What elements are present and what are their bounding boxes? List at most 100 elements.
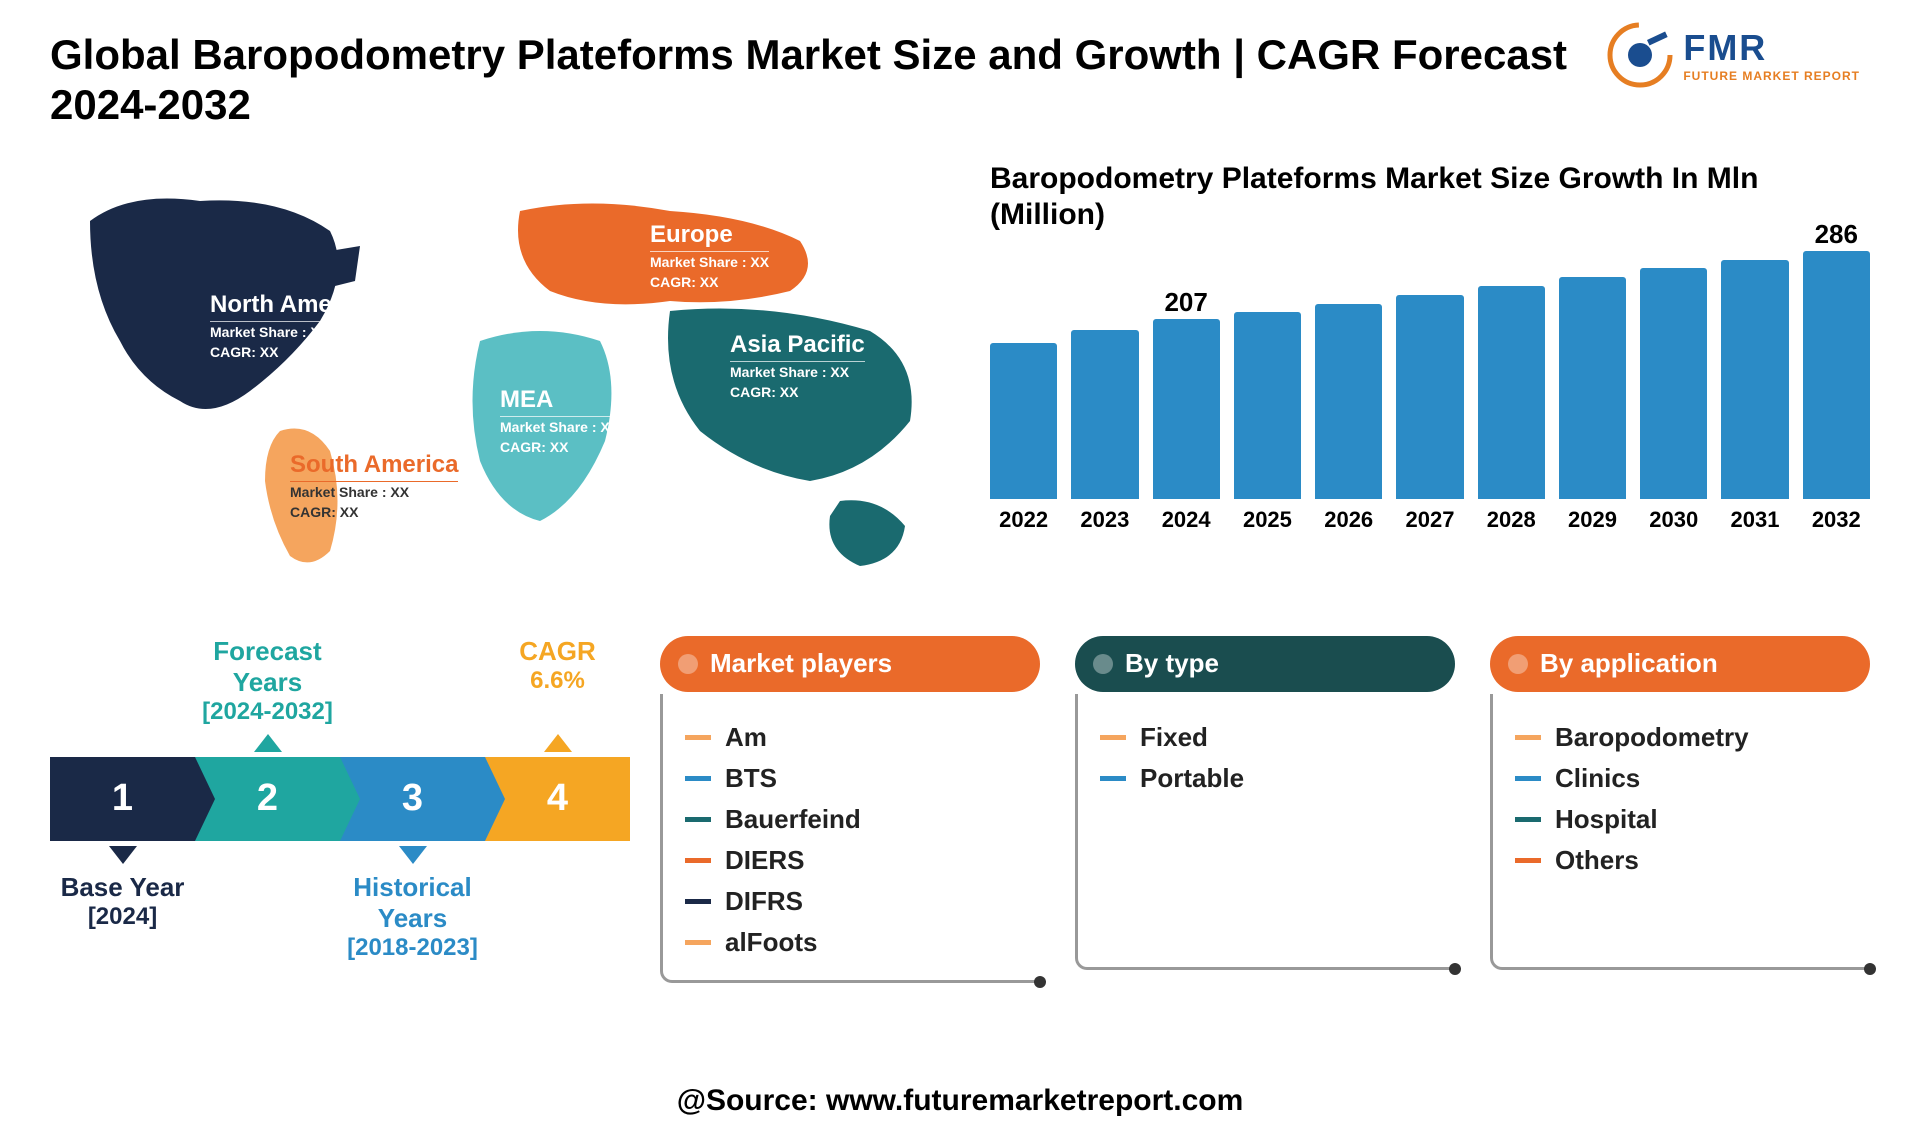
bar-chart-section: Baropodometry Plateforms Market Size Gro… <box>990 161 1870 581</box>
bar-2025: 2025 <box>1234 312 1301 532</box>
item-label: Bauerfeind <box>725 804 861 835</box>
category-list: BaropodometryClinicsHospitalOthers <box>1490 710 1870 970</box>
timeline-seg-2: 2 <box>195 757 340 841</box>
list-item: Am <box>685 722 1032 753</box>
arrow-up-icon <box>254 734 282 752</box>
tl-top-title: Forecast Years <box>198 636 338 698</box>
list-item: Clinics <box>1515 763 1862 794</box>
category-column: By applicationBaropodometryClinicsHospit… <box>1490 636 1870 983</box>
category-title: By type <box>1125 648 1219 679</box>
logo-main: FMR <box>1683 27 1860 69</box>
bar-label: 2032 <box>1812 507 1861 533</box>
dash-icon <box>685 899 711 904</box>
bar-label: 2023 <box>1080 507 1129 533</box>
world-map: North America Market Share : XX CAGR: XX… <box>50 161 950 581</box>
tl-bottom-sub: [2024] <box>53 903 193 931</box>
region-mea: MEA Market Share : XX CAGR: XX <box>500 386 619 455</box>
tl-bottom-sub: [2018-2023] <box>343 934 483 962</box>
bar <box>1315 304 1382 499</box>
bar <box>1721 260 1788 499</box>
categories: Market players Am BTS Bauerfeind DIERS DIFRS a… <box>660 636 1870 983</box>
category-list: Fixed Portable <box>1075 710 1455 970</box>
list-item: Fixed <box>1100 722 1447 753</box>
category-title: Market players <box>710 648 892 679</box>
timeline-seg-1: 1 <box>50 757 195 841</box>
dash-icon <box>685 858 711 863</box>
bar-2026: 2026 <box>1315 304 1382 533</box>
bar-label: 2026 <box>1324 507 1373 533</box>
bar <box>1234 312 1301 498</box>
item-label: Am <box>725 722 767 753</box>
dash-icon <box>1515 776 1541 781</box>
logo-icon <box>1605 20 1675 90</box>
bar-chart-title: Baropodometry Plateforms Market Size Gro… <box>990 161 1870 233</box>
list-item: BTS <box>685 763 1032 794</box>
bar-label: 2027 <box>1405 507 1454 533</box>
dash-icon <box>685 817 711 822</box>
dash-icon <box>1515 817 1541 822</box>
dash-icon <box>1100 735 1126 740</box>
item-label: Fixed <box>1140 722 1208 753</box>
bar-2027: 2027 <box>1396 295 1463 533</box>
page-title: Global Baropodometry Plateforms Market S… <box>50 30 1870 131</box>
bar <box>1396 295 1463 499</box>
bar-value: 207 <box>1164 287 1207 318</box>
bar-chart: 2022 2023 2072024 2025 2026 2027 2028 2029 2030 2… <box>990 253 1870 533</box>
category-header: Market players <box>660 636 1040 692</box>
list-item: Hospital <box>1515 804 1862 835</box>
list-item: Others <box>1515 845 1862 876</box>
bar-label: 2028 <box>1487 507 1536 533</box>
bar <box>1640 268 1707 499</box>
bar-2023: 2023 <box>1071 330 1138 533</box>
region-eu: Europe Market Share : XX CAGR: XX <box>650 221 769 290</box>
list-item: DIERS <box>685 845 1032 876</box>
tl-bottom-title: Base Year <box>53 872 193 903</box>
timeline-seg-4: 4 <box>485 757 630 841</box>
dash-icon <box>685 735 711 740</box>
bar-2024: 2072024 <box>1153 319 1220 532</box>
dash-icon <box>685 776 711 781</box>
list-item: alFoots <box>685 927 1032 958</box>
item-label: Others <box>1555 845 1639 876</box>
fmr-logo: FMR FUTURE MARKET REPORT <box>1605 20 1860 90</box>
category-title: By application <box>1540 648 1718 679</box>
bar-value: 286 <box>1815 219 1858 250</box>
bar <box>1559 277 1626 499</box>
bar-label: 2031 <box>1731 507 1780 533</box>
bar-label: 2029 <box>1568 507 1617 533</box>
bar-label: 2025 <box>1243 507 1292 533</box>
region-ap: Asia Pacific Market Share : XX CAGR: XX <box>730 331 865 400</box>
dash-icon <box>1515 735 1541 740</box>
region-sa: South America Market Share : XX CAGR: XX <box>290 451 458 520</box>
arrow-up-icon <box>544 734 572 752</box>
bar-2031: 2031 <box>1721 260 1788 533</box>
tl-top-title: CAGR <box>488 636 628 667</box>
category-header: By type <box>1075 636 1455 692</box>
bar <box>1478 286 1545 499</box>
bar-2032: 2862032 <box>1803 251 1870 533</box>
dash-icon <box>1515 858 1541 863</box>
bar-2028: 2028 <box>1478 286 1545 533</box>
dash-icon <box>685 940 711 945</box>
item-label: DIFRS <box>725 886 803 917</box>
dot-icon <box>678 654 698 674</box>
region-na: North America Market Share : XX CAGR: XX <box>210 291 374 360</box>
dot-icon <box>1508 654 1528 674</box>
bar-2022: 2022 <box>990 343 1057 533</box>
tl-bottom-title: Historical Years <box>343 872 483 934</box>
bar-2029: 2029 <box>1559 277 1626 533</box>
bar <box>1803 251 1870 499</box>
timeline-bar: 1234 <box>50 757 630 841</box>
item-label: BTS <box>725 763 777 794</box>
list-item: DIFRS <box>685 886 1032 917</box>
bar <box>1071 330 1138 499</box>
item-label: Portable <box>1140 763 1244 794</box>
bar-label: 2030 <box>1649 507 1698 533</box>
category-column: By type Fixed Portable <box>1075 636 1455 983</box>
arrow-down-icon <box>399 846 427 864</box>
arrow-down-icon <box>109 846 137 864</box>
item-label: alFoots <box>725 927 817 958</box>
timeline: Forecast Years[2024-2032]CAGR6.6% 1234 B… <box>50 636 630 962</box>
list-item: Portable <box>1100 763 1447 794</box>
logo-sub: FUTURE MARKET REPORT <box>1683 69 1860 83</box>
